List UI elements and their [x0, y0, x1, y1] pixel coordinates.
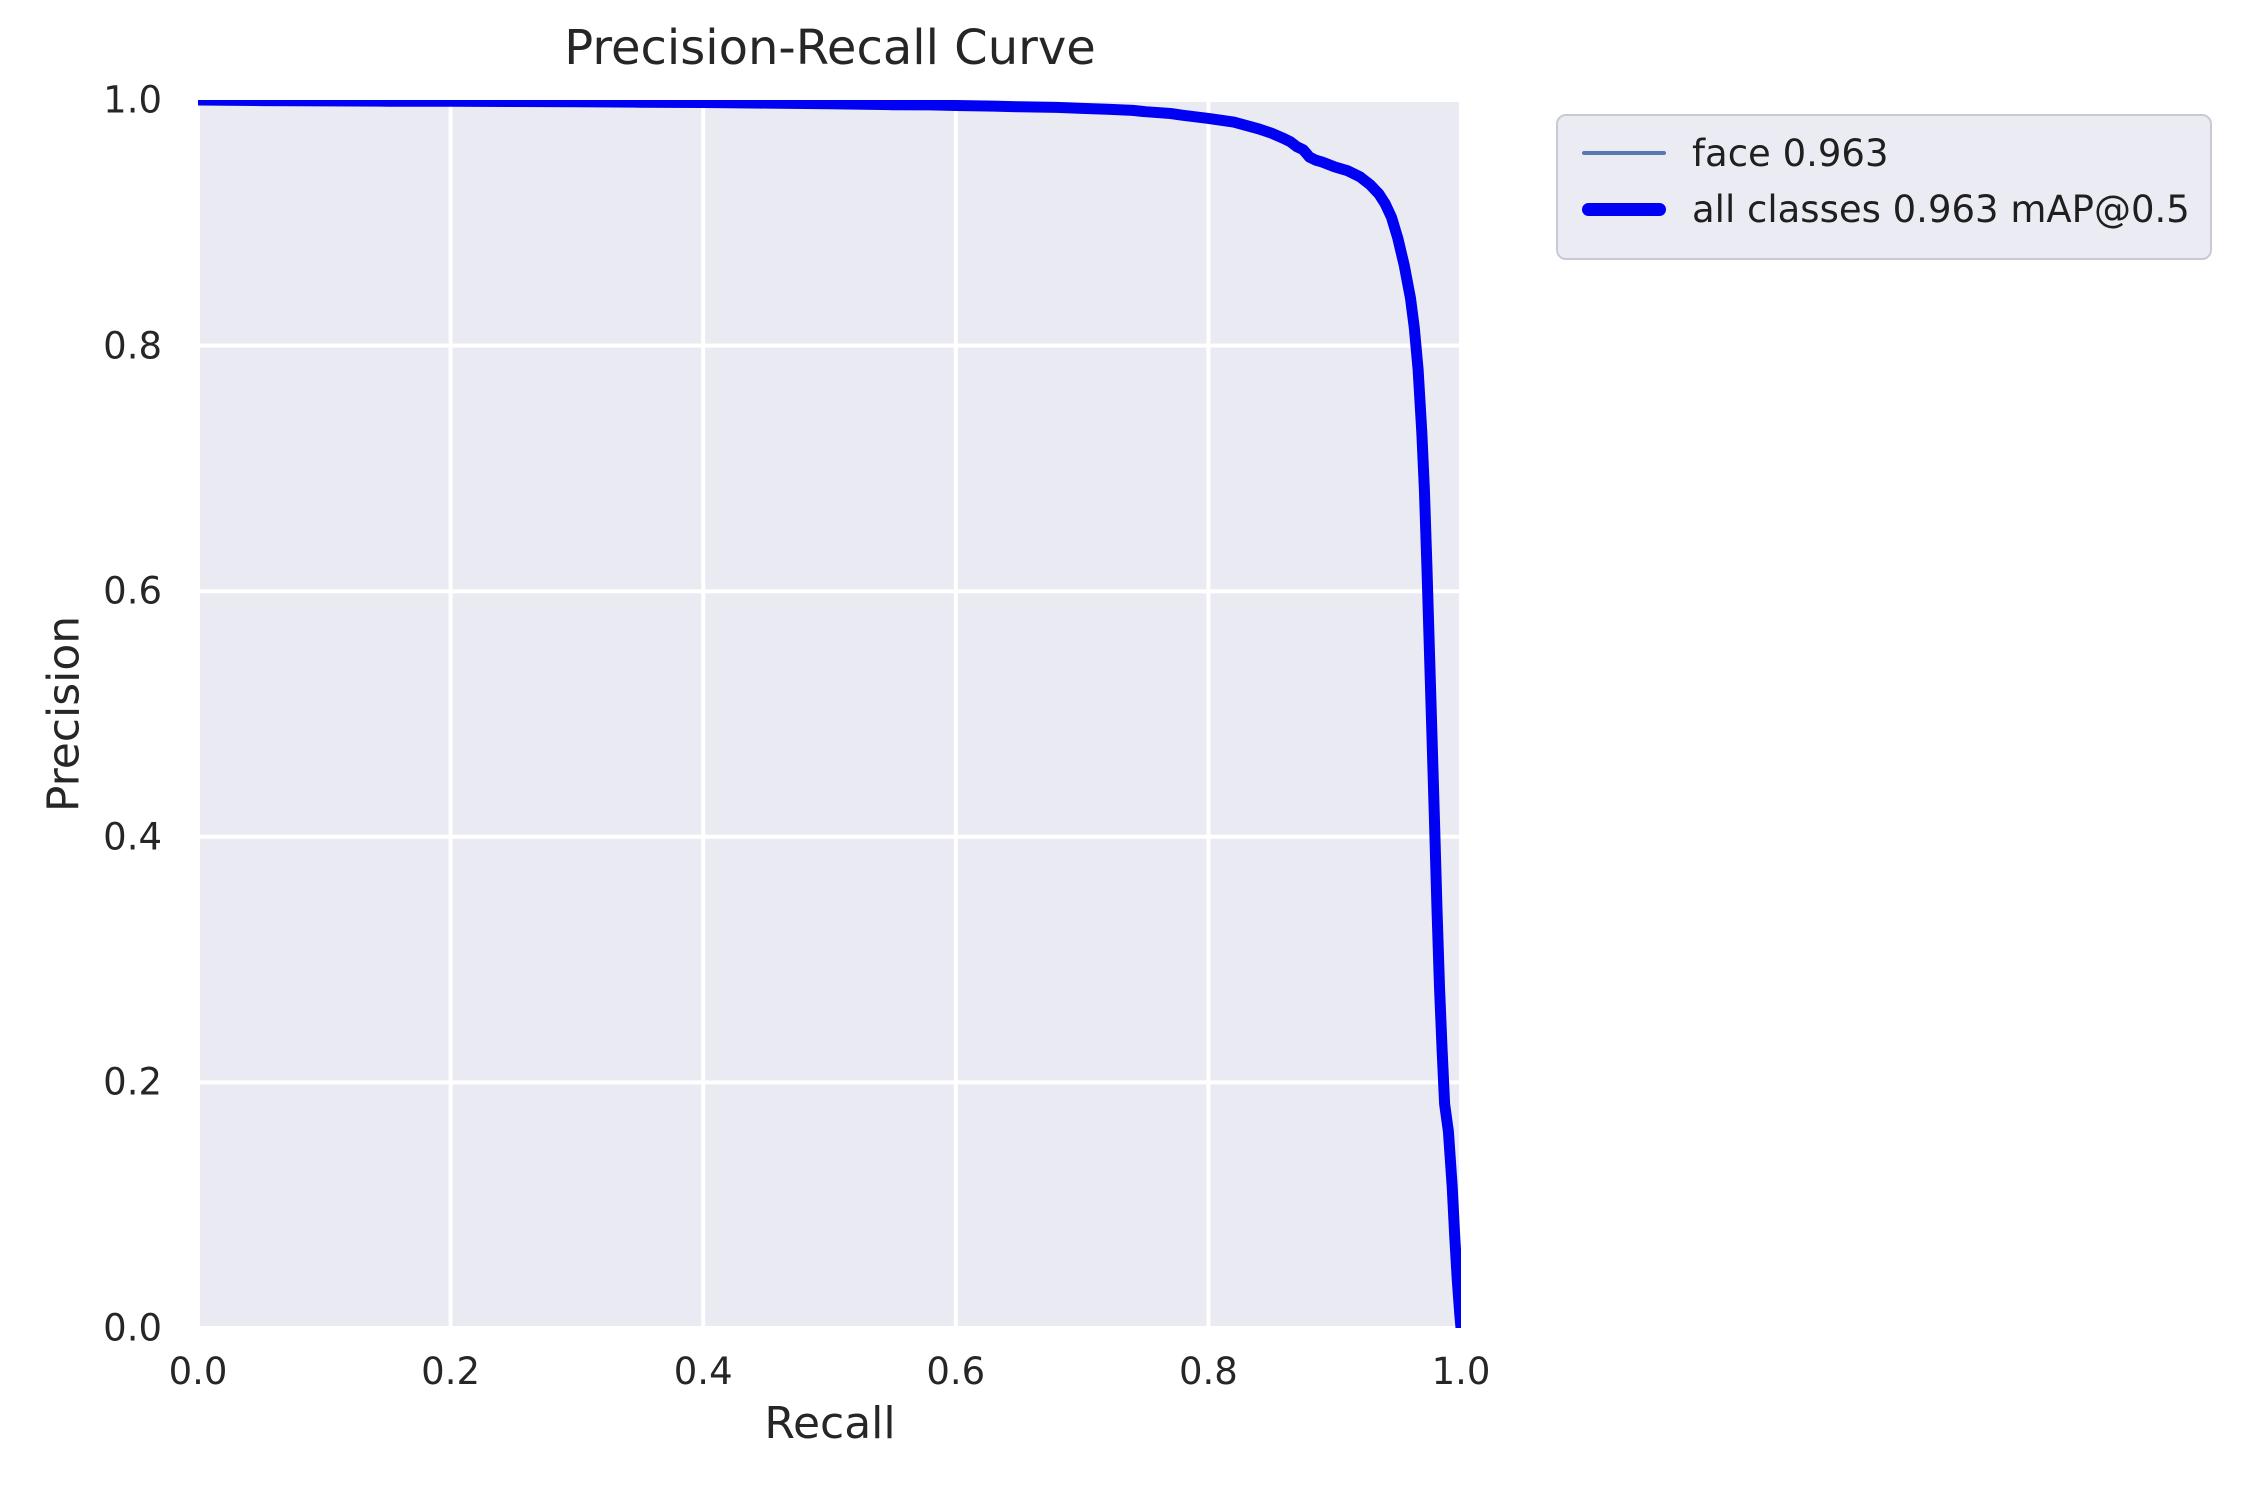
x-tick-label: 0.6	[926, 1350, 986, 1393]
x-axis-label: Recall	[764, 1398, 896, 1449]
y-tick-label: 1.0	[103, 78, 162, 122]
legend-item-face: face 0.963	[1558, 125, 2210, 181]
x-tick-label: 0.0	[168, 1350, 228, 1393]
y-tick-label: 0.6	[103, 569, 162, 613]
legend-item-all-classes: all classes 0.963 mAP@0.5	[1558, 181, 2210, 237]
chart-title: Precision-Recall Curve	[564, 20, 1096, 76]
legend-label-face: face 0.963	[1692, 131, 1889, 175]
legend-label-all-classes: all classes 0.963 mAP@0.5	[1692, 187, 2190, 231]
y-tick-label: 0.2	[103, 1060, 162, 1104]
y-tick-label: 0.8	[103, 324, 162, 368]
legend-line-sample-all-classes	[1582, 202, 1666, 216]
y-tick-label: 0.0	[103, 1306, 162, 1350]
x-tick-label: 0.8	[1178, 1350, 1238, 1393]
x-tick-label: 0.2	[421, 1350, 481, 1393]
legend: face 0.963 all classes 0.963 mAP@0.5	[1556, 114, 2212, 260]
pr-curve-all-classes-series	[198, 100, 1461, 1328]
y-axis-label: Precision	[38, 615, 90, 813]
y-tick-label: 0.4	[103, 815, 162, 859]
plot-area	[198, 100, 1461, 1328]
legend-line-sample-face	[1582, 151, 1666, 155]
x-tick-label: 1.0	[1431, 1350, 1491, 1393]
x-tick-label: 0.4	[673, 1350, 733, 1393]
